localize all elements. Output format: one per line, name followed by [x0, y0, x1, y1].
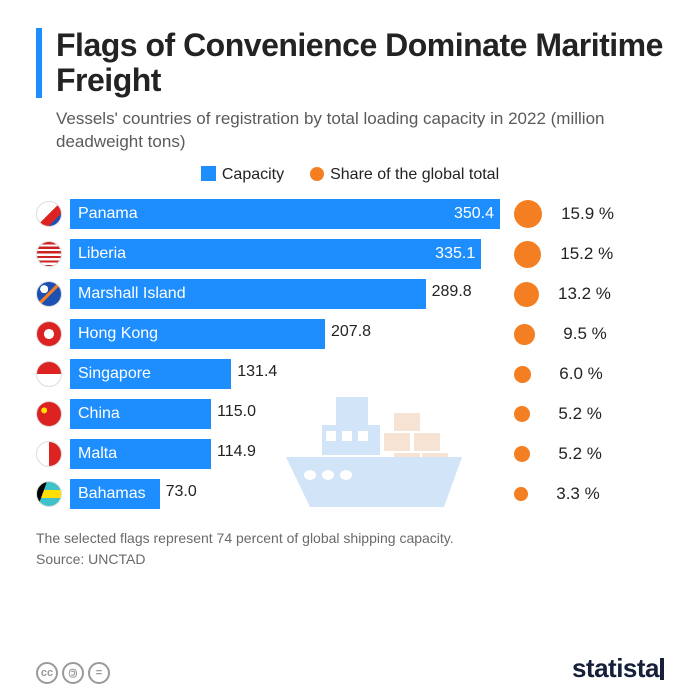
- share-column: 15.2 %: [500, 241, 664, 268]
- bar-chart: Panama 350.4 15.9 % Liberia 335.1 15.2 %…: [36, 194, 664, 514]
- share-dot: [514, 366, 531, 383]
- chart-subtitle: Vessels' countries of registration by to…: [36, 108, 664, 154]
- flag-icon: [36, 321, 62, 347]
- cc-license-icons: cc 🄯 =: [36, 662, 110, 684]
- bar-zone: Bahamas 73.0: [70, 479, 500, 509]
- share-column: 13.2 %: [500, 282, 664, 307]
- legend-share-label: Share of the global total: [330, 166, 499, 183]
- capacity-bar: Liberia 335.1: [70, 239, 481, 269]
- share-column: 9.5 %: [500, 324, 664, 345]
- bar-zone: Panama 350.4: [70, 199, 500, 229]
- share-value: 9.5 %: [545, 324, 607, 344]
- bar-value: 73.0: [166, 483, 197, 501]
- share-dot: [514, 487, 528, 501]
- bar-row: Singapore 131.4 6.0 %: [36, 354, 664, 394]
- flag-icon: [36, 201, 62, 227]
- footnote-line-1: The selected flags represent 74 percent …: [36, 530, 454, 546]
- capacity-bar: Panama 350.4: [70, 199, 500, 229]
- share-value: 5.2 %: [540, 404, 602, 424]
- country-label: Panama: [70, 205, 138, 223]
- legend-capacity-swatch: [201, 166, 216, 181]
- footer: cc 🄯 = statista: [36, 653, 664, 684]
- statista-logo: statista: [572, 653, 664, 684]
- share-column: 3.3 %: [500, 484, 664, 504]
- cc-icon: cc: [36, 662, 58, 684]
- country-label: Hong Kong: [70, 325, 158, 343]
- share-dot: [514, 324, 535, 345]
- country-label: Marshall Island: [70, 285, 186, 303]
- cc-by-icon: 🄯: [62, 662, 84, 684]
- country-label: China: [70, 405, 120, 423]
- bar-zone: Hong Kong 207.8: [70, 319, 500, 349]
- cc-nd-icon: =: [88, 662, 110, 684]
- chart-title: Flags of Convenience Dominate Maritime F…: [56, 28, 664, 98]
- bar-value: 289.8: [432, 283, 472, 301]
- flag-icon: [36, 481, 62, 507]
- brand-text: statista: [572, 653, 659, 683]
- share-column: 5.2 %: [500, 404, 664, 424]
- bar-value: 114.9: [217, 443, 256, 461]
- title-block: Flags of Convenience Dominate Maritime F…: [36, 28, 664, 98]
- legend-share: Share of the global total: [310, 166, 499, 184]
- share-value: 13.2 %: [549, 284, 611, 304]
- share-dot: [514, 200, 542, 228]
- country-label: Liberia: [70, 245, 126, 263]
- share-value: 6.0 %: [541, 364, 603, 384]
- capacity-bar: Bahamas: [70, 479, 160, 509]
- share-column: 15.9 %: [500, 200, 664, 228]
- flag-icon: [36, 361, 62, 387]
- share-value: 15.9 %: [552, 204, 614, 224]
- country-label: Malta: [70, 445, 117, 463]
- share-value: 3.3 %: [538, 484, 600, 504]
- legend-capacity-label: Capacity: [222, 166, 284, 183]
- flag-icon: [36, 241, 62, 267]
- bar-row: Liberia 335.1 15.2 %: [36, 234, 664, 274]
- footnote: The selected flags represent 74 percent …: [36, 528, 664, 569]
- legend-share-swatch: [310, 167, 324, 181]
- capacity-bar: China: [70, 399, 211, 429]
- share-dot: [514, 282, 539, 307]
- bar-row: Hong Kong 207.8 9.5 %: [36, 314, 664, 354]
- bar-row: Marshall Island 289.8 13.2 %: [36, 274, 664, 314]
- bar-value: 131.4: [237, 363, 277, 381]
- brand-bar-icon: [660, 658, 664, 680]
- flag-icon: [36, 281, 62, 307]
- bar-row: Panama 350.4 15.9 %: [36, 194, 664, 234]
- share-value: 5.2 %: [540, 444, 602, 464]
- bar-value: 115.0: [217, 403, 256, 421]
- legend-capacity: Capacity: [201, 166, 284, 184]
- legend: Capacity Share of the global total: [36, 166, 664, 184]
- bar-zone: China 115.0: [70, 399, 500, 429]
- footnote-line-2: Source: UNCTAD: [36, 551, 145, 567]
- share-dot: [514, 406, 530, 422]
- bar-row: Malta 114.9 5.2 %: [36, 434, 664, 474]
- bar-zone: Liberia 335.1: [70, 239, 500, 269]
- share-column: 5.2 %: [500, 444, 664, 464]
- bar-zone: Marshall Island 289.8: [70, 279, 500, 309]
- bar-zone: Singapore 131.4: [70, 359, 500, 389]
- bar-row: Bahamas 73.0 3.3 %: [36, 474, 664, 514]
- country-label: Bahamas: [70, 485, 146, 503]
- share-column: 6.0 %: [500, 364, 664, 384]
- bar-value: 207.8: [331, 323, 371, 341]
- share-dot: [514, 446, 530, 462]
- capacity-bar: Malta: [70, 439, 211, 469]
- bar-row: China 115.0 5.2 %: [36, 394, 664, 434]
- bar-value: 350.4: [454, 205, 494, 223]
- capacity-bar: Singapore: [70, 359, 231, 389]
- capacity-bar: Marshall Island: [70, 279, 426, 309]
- share-dot: [514, 241, 541, 268]
- flag-icon: [36, 401, 62, 427]
- flag-icon: [36, 441, 62, 467]
- capacity-bar: Hong Kong: [70, 319, 325, 349]
- bar-zone: Malta 114.9: [70, 439, 500, 469]
- share-value: 15.2 %: [551, 244, 613, 264]
- country-label: Singapore: [70, 365, 151, 383]
- bar-value: 335.1: [435, 245, 475, 263]
